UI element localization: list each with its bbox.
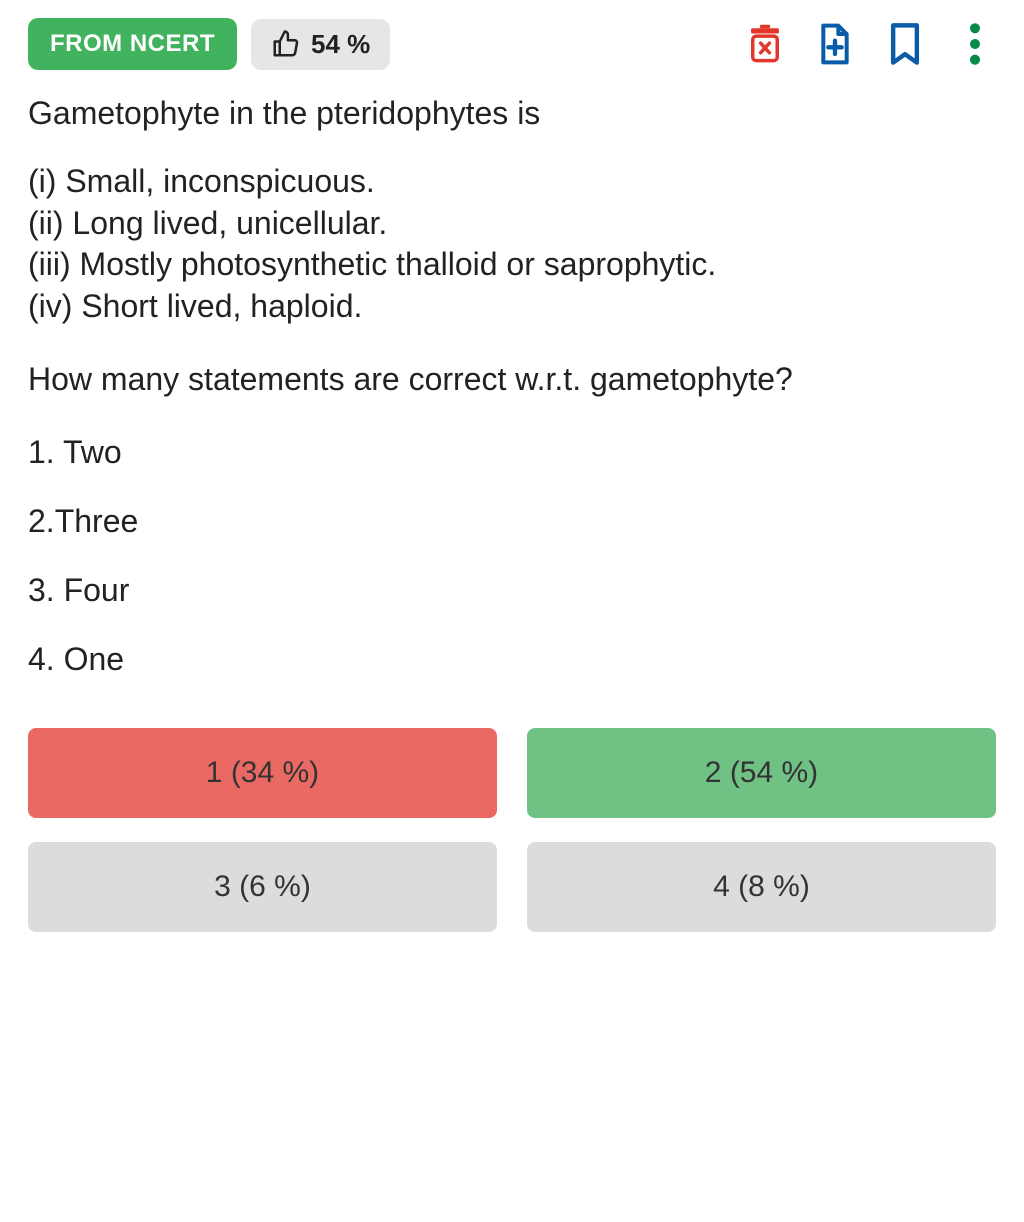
header-left: FROM NCERT 54 %: [28, 18, 390, 70]
answer-stat-4[interactable]: 4 (8 %): [527, 842, 996, 932]
question-options: 1. Two 2.Three 3. Four 4. One: [28, 431, 996, 682]
answer-stat-label: 3 (6 %): [214, 870, 311, 903]
statement-item: (ii) Long lived, unicellular.: [28, 203, 996, 245]
statement-item: (iv) Short lived, haploid.: [28, 286, 996, 328]
answer-stat-label: 2 (54 %): [705, 756, 818, 789]
header-row: FROM NCERT 54 %: [28, 18, 996, 70]
option-item: 2.Three: [28, 500, 996, 543]
question-stem: Gametophyte in the pteridophytes is: [28, 92, 996, 135]
header-actions: [744, 23, 996, 65]
bookmark-button[interactable]: [884, 23, 926, 65]
add-note-button[interactable]: [814, 23, 856, 65]
answer-stat-1[interactable]: 1 (34 %): [28, 728, 497, 818]
bookmark-icon: [887, 22, 923, 66]
more-vertical-icon: [968, 22, 982, 66]
thumb-up-icon: [271, 29, 301, 59]
option-item: 4. One: [28, 638, 996, 681]
statement-item: (iii) Mostly photosynthetic thalloid or …: [28, 244, 996, 286]
more-options-button[interactable]: [954, 23, 996, 65]
statement-item: (i) Small, inconspicuous.: [28, 161, 996, 203]
answer-stat-2[interactable]: 2 (54 %): [527, 728, 996, 818]
answer-stat-label: 4 (8 %): [713, 870, 810, 903]
answer-stat-3[interactable]: 3 (6 %): [28, 842, 497, 932]
option-item: 1. Two: [28, 431, 996, 474]
trash-x-icon: [744, 23, 786, 65]
delete-button[interactable]: [744, 23, 786, 65]
like-percent-label: 54 %: [311, 29, 370, 60]
answer-stats-grid: 1 (34 %) 2 (54 %) 3 (6 %) 4 (8 %): [28, 728, 996, 932]
source-badge: FROM NCERT: [28, 18, 237, 70]
question-statements: (i) Small, inconspicuous. (ii) Long live…: [28, 161, 996, 327]
option-item: 3. Four: [28, 569, 996, 612]
answer-stat-label: 1 (34 %): [206, 756, 319, 789]
file-plus-icon: [815, 22, 855, 66]
question-substem: How many statements are correct w.r.t. g…: [28, 358, 996, 401]
like-button[interactable]: 54 %: [251, 19, 390, 70]
source-badge-label: FROM NCERT: [50, 30, 215, 57]
